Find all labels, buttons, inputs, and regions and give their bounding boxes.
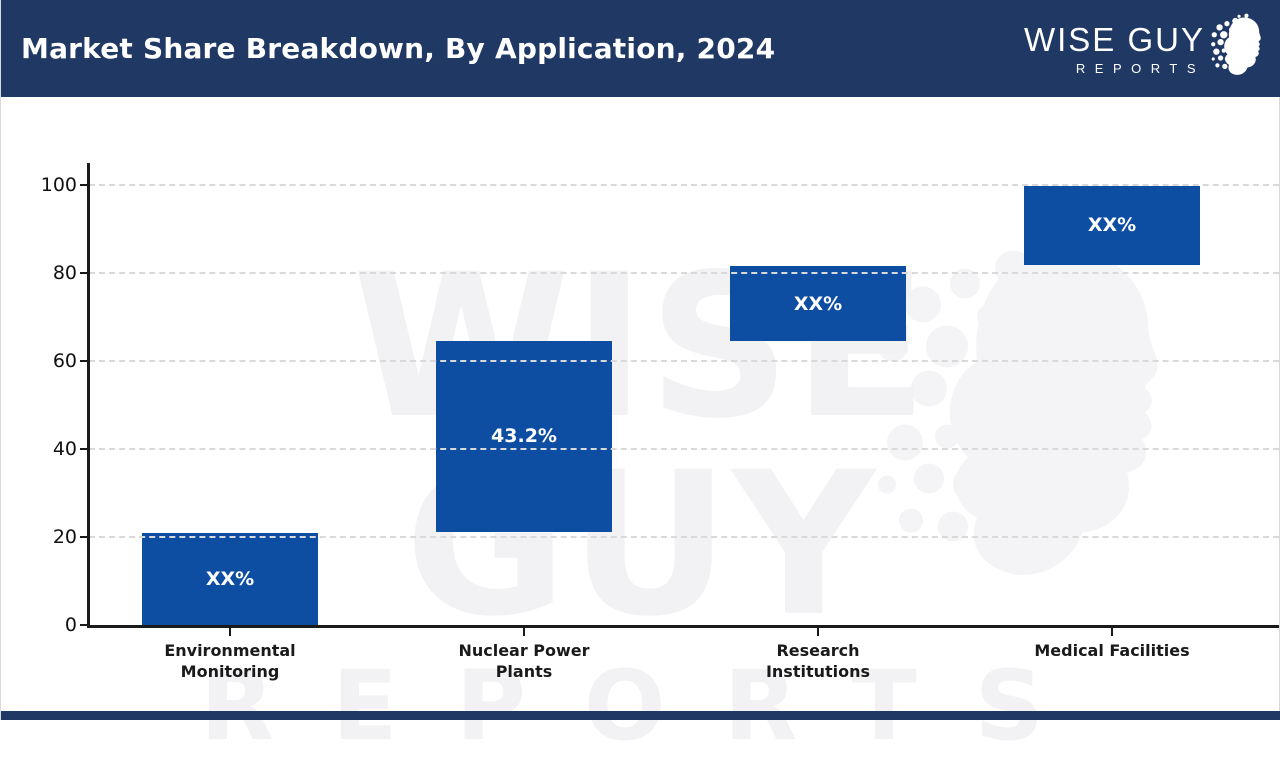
- x-axis-category-label: Medical Facilities: [962, 641, 1262, 662]
- bar-value-label: 43.2%: [491, 425, 557, 448]
- bar-segment: [1024, 185, 1200, 266]
- y-axis-tick-label: 100: [40, 174, 77, 196]
- y-axis-tick-mark: [80, 360, 88, 362]
- y-axis-tick-mark: [80, 272, 88, 274]
- bar-segment: [142, 532, 318, 625]
- y-axis-tick-mark: [80, 624, 88, 626]
- y-axis-tick-label: 0: [64, 614, 77, 636]
- x-axis-tick-mark: [1111, 628, 1113, 636]
- x-axis-line: [87, 625, 1279, 628]
- brand-logo: WISE GUY REPORTS: [1024, 7, 1280, 91]
- watermark-head-icon: [875, 226, 1158, 575]
- gridline-20: [89, 536, 1279, 538]
- x-axis-category-line: Research: [776, 641, 860, 660]
- y-axis-tick-label: 80: [52, 262, 77, 284]
- dotted-head-icon: [1211, 13, 1261, 75]
- gridline-100: [89, 184, 1279, 186]
- page-title: Market Share Breakdown, By Application, …: [21, 32, 776, 65]
- y-axis-tick-mark: [80, 184, 88, 186]
- y-axis-tick-mark: [80, 448, 88, 450]
- y-axis-tick-mark: [80, 536, 88, 538]
- x-axis-tick-mark: [817, 628, 819, 636]
- y-axis-tick-label: 60: [52, 350, 77, 372]
- y-axis-tick-label: 40: [52, 438, 77, 460]
- x-axis-category-line: Plants: [495, 661, 553, 681]
- bar-value-label: XX%: [793, 292, 843, 315]
- footer-bar: [1, 711, 1280, 720]
- x-axis-category-label: Research Institutions: [668, 641, 968, 683]
- bar-segment: [730, 265, 906, 342]
- y-axis-line: [87, 163, 90, 628]
- x-axis-tick-mark: [229, 628, 231, 636]
- gridline-80: [89, 272, 1279, 274]
- x-axis-category-line: Environmental: [164, 641, 296, 660]
- gridline-40: [89, 448, 1279, 450]
- brand-subname: REPORTS: [1075, 60, 1205, 76]
- x-axis-category-label: Nuclear Power Plants: [374, 641, 674, 683]
- brand-logo-text: WISE GUY REPORTS: [1024, 23, 1205, 75]
- x-axis-category-line: Monitoring: [180, 661, 280, 681]
- x-axis-category-line: Institutions: [765, 661, 871, 681]
- x-axis-category-line: Medical Facilities: [1034, 641, 1190, 660]
- gridline-60: [89, 360, 1279, 362]
- y-axis-tick-label: 20: [52, 526, 77, 548]
- header-bar: Market Share Breakdown, By Application, …: [1, 0, 1280, 97]
- x-axis-category-label: Environmental Monitoring: [80, 641, 380, 683]
- x-axis-tick-mark: [523, 628, 525, 636]
- brand-name: WISE GUY: [1023, 20, 1205, 58]
- bar-value-label: XX%: [1087, 214, 1137, 237]
- x-axis-category-line: Nuclear Power: [458, 641, 590, 660]
- bar-value-label: XX%: [205, 567, 255, 590]
- bar-segment: [436, 341, 612, 532]
